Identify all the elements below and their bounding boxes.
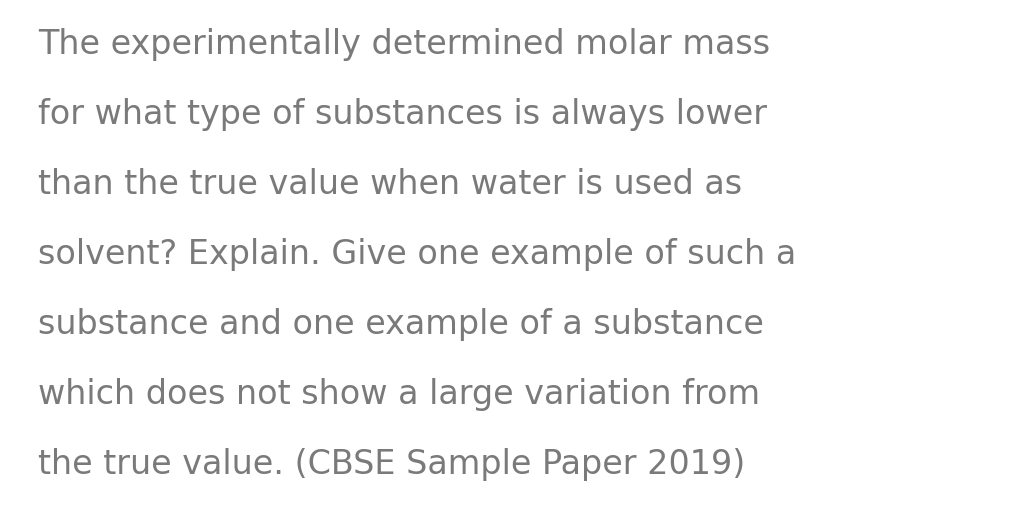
Text: which does not show a large variation from: which does not show a large variation fr…: [38, 378, 760, 411]
Text: solvent? Explain. Give one example of such a: solvent? Explain. Give one example of su…: [38, 238, 797, 271]
Text: The experimentally determined molar mass: The experimentally determined molar mass: [38, 28, 770, 61]
Text: for what type of substances is always lower: for what type of substances is always lo…: [38, 98, 767, 131]
Text: the true value. (CBSE Sample Paper 2019): the true value. (CBSE Sample Paper 2019): [38, 448, 745, 481]
Text: than the true value when water is used as: than the true value when water is used a…: [38, 168, 742, 201]
Text: substance and one example of a substance: substance and one example of a substance: [38, 308, 764, 341]
